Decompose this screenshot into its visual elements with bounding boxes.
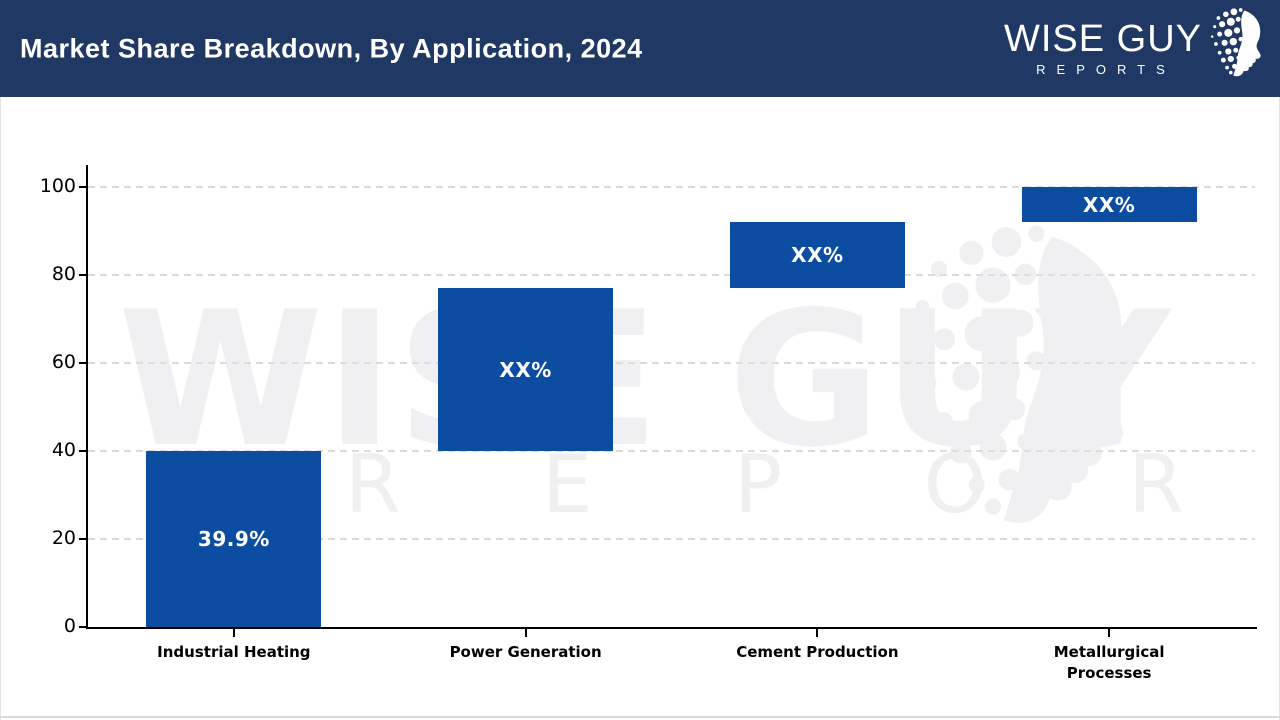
x-category-label-3: Metallurgical Processes: [1053, 643, 1165, 682]
bottom-border: [0, 716, 1280, 718]
y-tick-mark-40: [79, 450, 88, 452]
y-axis-line: [86, 165, 88, 629]
bar-value-label: XX%: [791, 243, 844, 268]
header-band: Market Share Breakdown, By Application, …: [0, 0, 1280, 97]
gridline-y-40: [88, 450, 1255, 452]
y-tick-label-0: 0: [63, 615, 76, 637]
y-tick-label-80: 80: [51, 263, 76, 285]
x-tick-mark-3: [1108, 629, 1111, 637]
gridline-y-20: [88, 538, 1255, 540]
logo-subtitle: REPORTS: [1036, 62, 1176, 77]
gridline-y-80: [88, 274, 1255, 276]
plot-area: 0 20 40 60 80 100 39.9% Industrial Heating XX% Po…: [40, 165, 1255, 682]
logo-text: WISE GUY REPORTS: [1004, 20, 1202, 77]
gridline-y-100: [88, 186, 1255, 188]
y-tick-label-100: 100: [39, 175, 76, 197]
y-tick-mark-60: [79, 362, 88, 364]
y-tick-label-40: 40: [51, 439, 76, 461]
y-tick-mark-20: [79, 538, 88, 540]
x-axis-line: [86, 627, 1257, 629]
y-tick-label-20: 20: [51, 527, 76, 549]
bar-industrial-heating: 39.9%: [146, 451, 322, 627]
x-tick-mark-1: [524, 629, 527, 637]
bar-power-generation: XX%: [438, 288, 614, 452]
x-category-label-0: Industrial Heating: [157, 643, 311, 661]
bar-value-label: XX%: [1082, 192, 1136, 217]
y-tick-label-60: 60: [51, 351, 76, 373]
x-category-label-2: Cement Production: [736, 643, 899, 661]
y-tick-mark-0: [79, 626, 88, 628]
logo-wordmark: WISE GUY: [1003, 18, 1202, 60]
wise-guy-logo: WISE GUY REPORTS: [1004, 0, 1268, 97]
bar-value-label: XX%: [499, 357, 552, 382]
y-tick-mark-80: [79, 274, 88, 276]
bar-cement-production: XX%: [729, 222, 905, 289]
gridline-y-60: [88, 362, 1255, 364]
page-title: Market Share Breakdown, By Application, …: [20, 33, 643, 63]
bar-value-label: 39.9%: [197, 527, 270, 552]
x-category-label-1: Power Generation: [449, 643, 602, 661]
y-tick-mark-100: [79, 186, 88, 188]
x-tick-mark-0: [232, 629, 235, 637]
wise-guy-face-icon: [1206, 4, 1268, 94]
bar-metallurgical-processes: XX%: [1021, 187, 1197, 223]
x-tick-mark-2: [816, 629, 819, 637]
